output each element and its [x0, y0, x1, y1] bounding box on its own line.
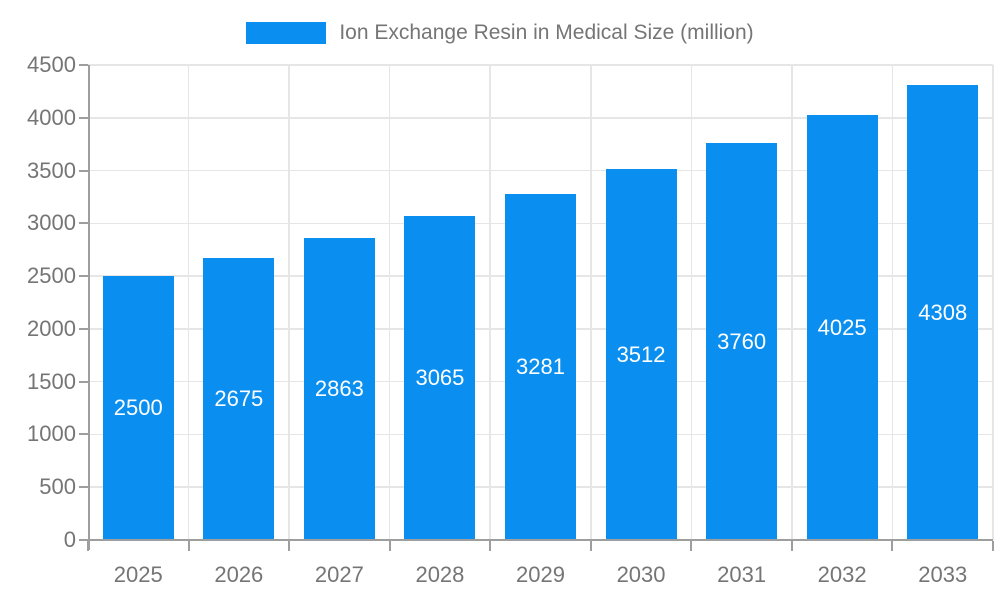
y-axis-tick-label: 1000	[27, 421, 76, 447]
bar-value-label: 2675	[214, 385, 264, 411]
gridline	[288, 65, 290, 540]
x-axis-tick-label: 2031	[717, 562, 767, 587]
y-axis-tick-label: 1500	[27, 368, 76, 394]
y-axis-tick-label: 2500	[27, 263, 76, 289]
bar-value-label: 3512	[616, 341, 666, 367]
legend-label: Ion Exchange Resin in Medical Size (mill…	[339, 20, 754, 44]
x-axis-tick	[790, 541, 793, 551]
bar-2031[interactable]: 3760	[706, 143, 778, 540]
x-axis-tick-label: 2032	[817, 562, 867, 587]
gridline	[590, 65, 592, 540]
gridline	[88, 169, 993, 172]
x-axis-tick	[87, 541, 89, 551]
x-axis-tick	[891, 541, 894, 551]
y-axis-tick-label: 500	[39, 474, 76, 500]
y-axis-tick-label: 4500	[27, 52, 76, 77]
y-axis-tick	[79, 486, 88, 489]
x-axis-tick	[187, 541, 190, 551]
y-axis-tick	[79, 380, 88, 383]
bar-value-label: 4025	[817, 314, 867, 340]
gridline	[187, 65, 190, 540]
x-axis-tick	[589, 541, 592, 551]
y-axis-tick-label: 0	[63, 527, 76, 552]
x-axis-tick	[489, 541, 492, 551]
bar-value-label: 3760	[717, 328, 767, 354]
x-axis-tick	[288, 541, 291, 551]
gridline	[891, 65, 894, 540]
gridline	[88, 64, 993, 66]
y-axis-tick-label: 2000	[27, 315, 76, 341]
y-axis-line	[88, 65, 90, 550]
y-axis-tick	[79, 539, 88, 541]
legend-swatch-icon	[246, 21, 327, 44]
y-axis-tick	[79, 64, 88, 66]
y-axis-tick	[79, 275, 88, 278]
x-axis-line	[88, 539, 993, 541]
y-axis-tick	[79, 116, 88, 119]
gridline	[992, 65, 994, 540]
y-axis-tick	[79, 327, 88, 330]
bar-2028[interactable]: 3065	[404, 216, 476, 540]
bar-2026[interactable]: 2675	[203, 257, 275, 540]
x-axis-tick-label: 2028	[415, 562, 465, 587]
x-axis-tick-label: 2030	[616, 562, 666, 587]
bar-value-label: 4308	[918, 299, 968, 325]
x-axis-tick-label: 2026	[214, 562, 264, 587]
bar-value-label: 2863	[314, 375, 364, 401]
x-axis-tick-label: 2027	[314, 562, 364, 587]
gridline	[791, 65, 793, 540]
x-axis-tick-label: 2025	[113, 562, 163, 587]
gridline	[88, 117, 993, 119]
y-axis-tick	[79, 169, 88, 172]
bar-value-label: 3281	[516, 353, 565, 379]
bar-2030[interactable]: 3512	[605, 169, 677, 540]
y-axis-tick-label: 3500	[27, 157, 76, 183]
bar-2025[interactable]: 2500	[102, 276, 174, 540]
bar-2033[interactable]: 4308	[907, 85, 979, 540]
x-axis-tick	[388, 541, 391, 551]
x-axis-tick	[992, 541, 994, 551]
bar-2029[interactable]: 3281	[505, 193, 576, 540]
y-axis-tick-label: 3000	[27, 210, 76, 236]
x-axis-tick-label: 2033	[918, 562, 968, 587]
y-axis-tick	[79, 433, 88, 436]
bar-2027[interactable]: 2863	[303, 237, 375, 540]
gridline	[690, 65, 693, 540]
legend[interactable]: Ion Exchange Resin in Medical Size (mill…	[0, 20, 1000, 45]
y-axis-tick	[79, 222, 88, 225]
bar-2032[interactable]: 4025	[806, 115, 878, 540]
y-axis-tick-label: 4000	[27, 104, 76, 130]
bar-value-label: 2500	[113, 395, 163, 421]
gridline	[489, 65, 491, 540]
plot-area: 2500 2675 2863 3065 3281 3512 3760 4025 4308	[88, 64, 994, 540]
x-axis-tick	[690, 541, 693, 551]
x-axis-tick-label: 2029	[516, 562, 565, 587]
bar-value-label: 3065	[415, 365, 465, 391]
gridline	[388, 65, 391, 540]
